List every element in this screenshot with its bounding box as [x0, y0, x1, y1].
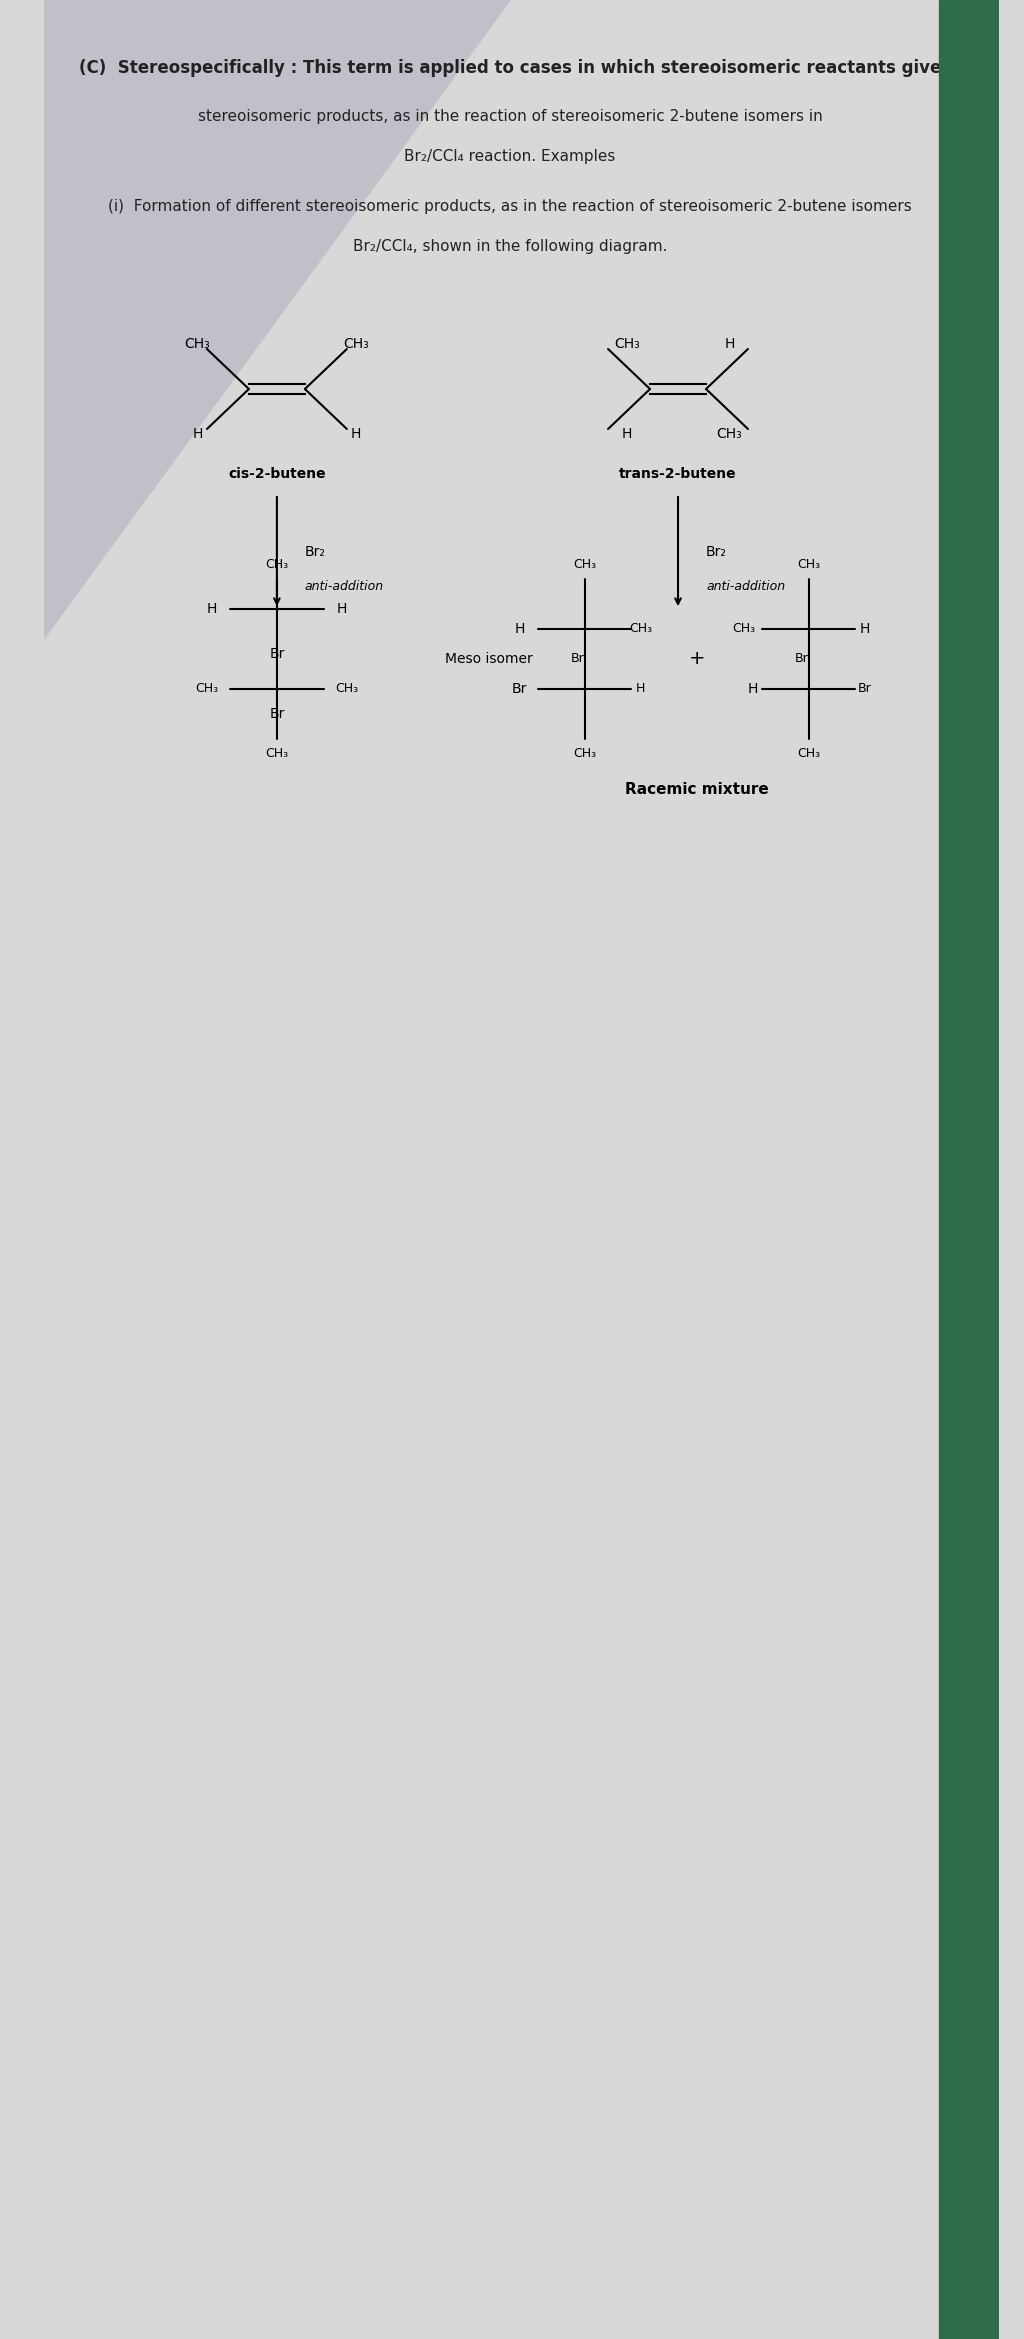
Text: Br₂: Br₂: [706, 545, 727, 559]
Text: Br: Br: [269, 648, 285, 662]
Text: CH₃: CH₃: [573, 557, 596, 571]
Text: (i)  Formation of different stereoisomeric products, as in the reaction of stere: (i) Formation of different stereoisomeri…: [109, 199, 912, 213]
Text: Br: Br: [512, 683, 527, 697]
Text: trans-2-butene: trans-2-butene: [620, 468, 737, 482]
Text: CH₃: CH₃: [265, 557, 289, 571]
Text: Br₂/CCl₄, shown in the following diagram.: Br₂/CCl₄, shown in the following diagram…: [353, 239, 668, 255]
Text: H: H: [337, 601, 347, 615]
Polygon shape: [44, 0, 510, 639]
Text: CH₃: CH₃: [573, 748, 596, 760]
Text: H: H: [748, 683, 758, 697]
Text: CH₃: CH₃: [797, 748, 820, 760]
Text: stereoisomeric products, as in the reaction of stereoisomeric 2-butene isomers i: stereoisomeric products, as in the react…: [198, 110, 822, 124]
Text: Br: Br: [858, 683, 871, 695]
Text: CH₃: CH₃: [335, 683, 358, 695]
Text: CH₃: CH₃: [613, 337, 640, 351]
Text: H: H: [724, 337, 734, 351]
Text: anti-addition: anti-addition: [305, 580, 384, 594]
Text: Br₂/CCl₄ reaction. Examples: Br₂/CCl₄ reaction. Examples: [404, 150, 615, 164]
Text: Br: Br: [795, 653, 809, 667]
Text: Racemic mixture: Racemic mixture: [625, 781, 769, 798]
Text: CH₃: CH₃: [717, 428, 742, 442]
Bar: [939, 0, 999, 2339]
Text: H: H: [859, 622, 869, 636]
Text: CH₃: CH₃: [797, 557, 820, 571]
Text: +: +: [688, 650, 705, 669]
Text: (C)  Stereospecifically : This term is applied to cases in which stereoisomeric : (C) Stereospecifically : This term is ap…: [79, 58, 941, 77]
Text: CH₃: CH₃: [343, 337, 369, 351]
Text: Br: Br: [269, 706, 285, 720]
Text: H: H: [207, 601, 217, 615]
Text: anti-addition: anti-addition: [706, 580, 785, 594]
Text: CH₃: CH₃: [184, 337, 211, 351]
Text: H: H: [622, 428, 632, 442]
Text: Br₂: Br₂: [305, 545, 326, 559]
Text: Br: Br: [571, 653, 585, 667]
Text: Meso isomer: Meso isomer: [444, 653, 532, 667]
Text: cis-2-butene: cis-2-butene: [228, 468, 326, 482]
Text: CH₃: CH₃: [196, 683, 218, 695]
Text: H: H: [636, 683, 645, 695]
Text: H: H: [193, 428, 203, 442]
Text: CH₃: CH₃: [629, 622, 652, 636]
Text: CH₃: CH₃: [265, 748, 289, 760]
Text: H: H: [351, 428, 361, 442]
Text: H: H: [514, 622, 524, 636]
Text: CH₃: CH₃: [732, 622, 755, 636]
